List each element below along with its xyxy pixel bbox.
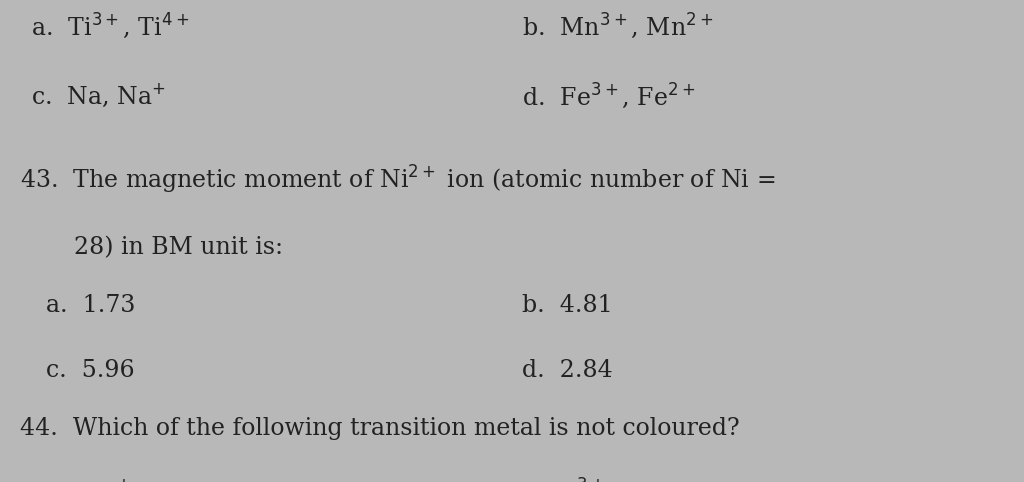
Text: b.  Mn$^{3+}$, Mn$^{2+}$: b. Mn$^{3+}$, Mn$^{2+}$ [522, 12, 714, 41]
Text: 28) in BM unit is:: 28) in BM unit is: [74, 236, 283, 259]
Text: c.  Na, Na$^{+}$: c. Na, Na$^{+}$ [31, 82, 166, 109]
Text: a.  Ti$^{3+}$, Ti$^{4+}$: a. Ti$^{3+}$, Ti$^{4+}$ [31, 12, 188, 41]
Text: d.  2.84: d. 2.84 [522, 359, 613, 382]
Text: a.  Cu$^{+}$: a. Cu$^{+}$ [46, 480, 130, 482]
Text: a.  1.73: a. 1.73 [46, 294, 135, 317]
Text: b.  V$^{3+}$: b. V$^{3+}$ [522, 480, 605, 482]
Text: d.  Fe$^{3+}$, Fe$^{2+}$: d. Fe$^{3+}$, Fe$^{2+}$ [522, 82, 695, 111]
Text: 44.  Which of the following transition metal is not coloured?: 44. Which of the following transition me… [20, 417, 740, 440]
Text: b.  4.81: b. 4.81 [522, 294, 613, 317]
Text: c.  5.96: c. 5.96 [46, 359, 135, 382]
Text: 43.  The magnetic moment of Ni$^{2+}$ ion (atomic number of Ni =: 43. The magnetic moment of Ni$^{2+}$ ion… [20, 164, 776, 196]
